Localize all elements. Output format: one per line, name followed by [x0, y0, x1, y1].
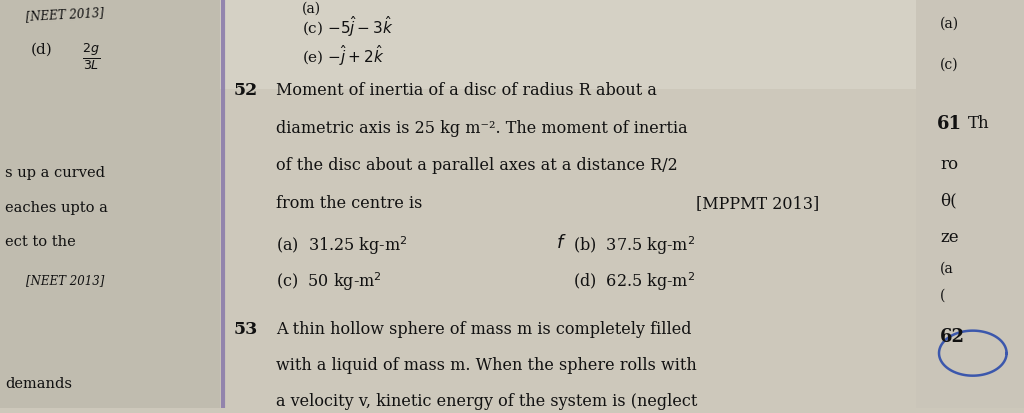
Text: (c)  50 kg-m$^2$: (c) 50 kg-m$^2$: [276, 270, 382, 292]
Text: ect to the: ect to the: [5, 235, 76, 249]
Text: (a): (a): [940, 17, 959, 30]
Text: a velocity v, kinetic energy of the system is (neglect: a velocity v, kinetic energy of the syst…: [276, 392, 697, 409]
Text: (a: (a: [940, 261, 953, 275]
Text: (b)  37.5 kg-m$^2$: (b) 37.5 kg-m$^2$: [573, 234, 695, 256]
Text: 62: 62: [940, 327, 965, 345]
Text: [NEET 2013]: [NEET 2013]: [26, 6, 104, 23]
Text: A thin hollow sphere of mass m is completely filled: A thin hollow sphere of mass m is comple…: [276, 320, 692, 337]
Text: $\frac{2g}{3L}$: $\frac{2g}{3L}$: [82, 41, 100, 71]
Bar: [0, 0, 220, 408]
Text: 53: 53: [233, 320, 258, 337]
Text: Moment of inertia of a disc of radius R about a: Moment of inertia of a disc of radius R …: [276, 82, 657, 99]
Text: $\mathit{f}$: $\mathit{f}$: [556, 234, 566, 252]
Text: θ(: θ(: [940, 192, 956, 209]
Text: (d)  62.5 kg-m$^2$: (d) 62.5 kg-m$^2$: [573, 270, 695, 292]
Text: Th: Th: [968, 114, 989, 131]
Text: 61: 61: [937, 114, 962, 132]
Text: of the disc about a parallel axes at a distance R/2: of the disc about a parallel axes at a d…: [276, 157, 678, 174]
Text: demands: demands: [5, 377, 72, 391]
Text: eaches upto a: eaches upto a: [5, 200, 108, 214]
Text: ze: ze: [940, 229, 958, 246]
Bar: [220, 0, 916, 90]
Text: [NEET 2013]: [NEET 2013]: [26, 274, 104, 287]
Text: (e) $-\hat{j}+2\hat{k}$: (e) $-\hat{j}+2\hat{k}$: [302, 43, 385, 68]
Bar: [916, 0, 1024, 408]
Text: [MPPMT 2013]: [MPPMT 2013]: [696, 195, 819, 211]
Text: with a liquid of mass m. When the sphere rolls with: with a liquid of mass m. When the sphere…: [276, 356, 697, 373]
Text: 52: 52: [233, 82, 258, 99]
Text: (a): (a): [302, 2, 322, 16]
Text: ro: ro: [940, 156, 958, 173]
Text: (: (: [940, 288, 945, 302]
Text: (c) $-5\hat{j}-3\hat{k}$: (c) $-5\hat{j}-3\hat{k}$: [302, 14, 394, 39]
Text: (a)  31.25 kg-m$^2$: (a) 31.25 kg-m$^2$: [276, 234, 408, 256]
Text: s up a curved: s up a curved: [5, 166, 105, 179]
Text: (d): (d): [31, 43, 52, 57]
Text: (c): (c): [940, 57, 958, 71]
Text: from the centre is: from the centre is: [276, 195, 423, 211]
Text: diametric axis is 25 kg m⁻². The moment of inertia: diametric axis is 25 kg m⁻². The moment …: [276, 119, 688, 136]
